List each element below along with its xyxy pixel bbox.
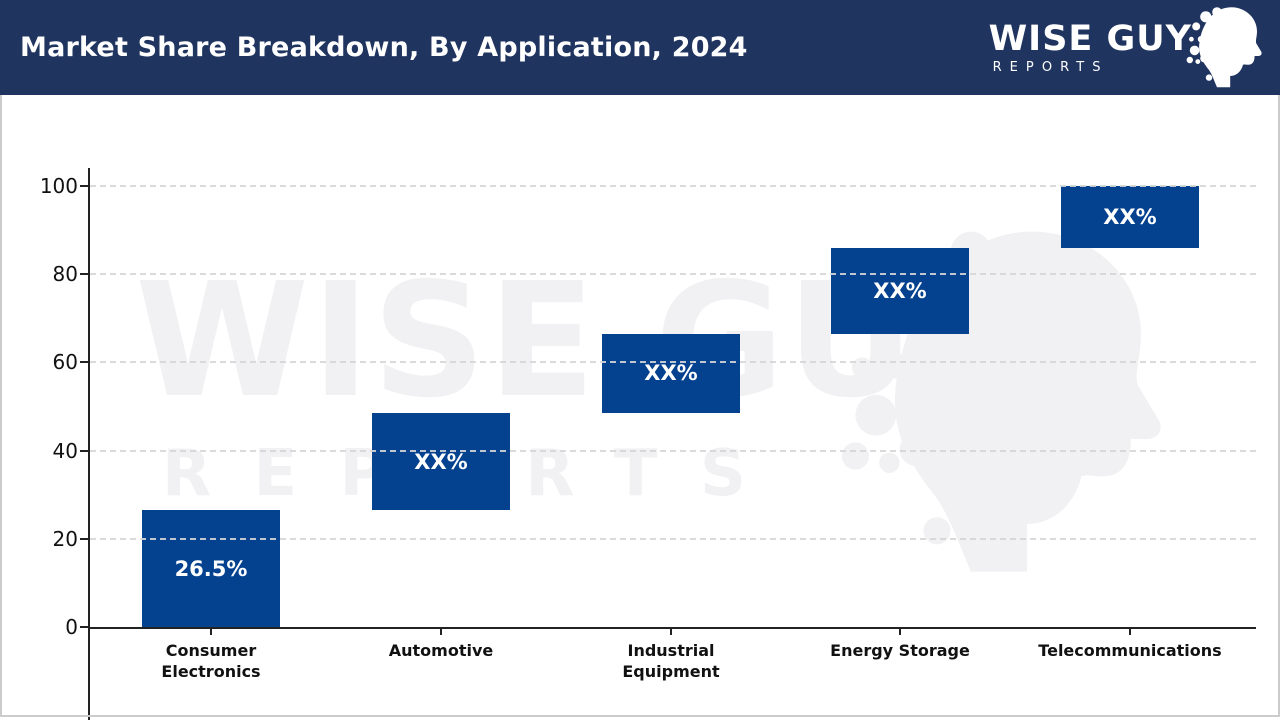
bar-value-label-telecommunications: XX% [1103, 204, 1157, 229]
x-category-label-telecommunications: Telecommunications [1020, 641, 1240, 662]
logo-head-icon [1186, 6, 1262, 87]
gridline-40 [90, 449, 1256, 452]
y-axis-spine [88, 168, 90, 720]
gridline-20 [90, 537, 1256, 540]
y-tick-label-60: 60 [52, 350, 78, 375]
y-tick-mark-60 [80, 361, 88, 364]
x-tick-mark-energy-storage [899, 627, 901, 635]
x-category-label-line: Electronics [161, 661, 261, 681]
x-axis-spine [88, 627, 1256, 629]
y-tick-label-20: 20 [52, 526, 78, 551]
x-category-label-line: Consumer [165, 641, 257, 660]
plot-area: 0 20 40 60 80 100 26.5% Consumer Electronics XX% A… [0, 95, 1280, 720]
x-tick-mark-industrial-equipment [670, 627, 672, 635]
bar-energy-storage [831, 247, 969, 334]
bar-automotive [372, 413, 510, 511]
bar-value-label-automotive: XX% [414, 449, 468, 474]
bar-telecommunications [1061, 186, 1199, 248]
x-category-label-automotive: Automotive [331, 641, 551, 662]
gridline-80 [90, 273, 1256, 276]
logo-text: WISE GUY REPORTS [988, 18, 1192, 75]
y-tick-mark-100 [80, 185, 88, 187]
y-tick-mark-20 [80, 537, 88, 540]
page-border-right [1278, 95, 1280, 717]
bar-value-label-industrial-equipment: XX% [644, 361, 698, 386]
y-tick-label-80: 80 [52, 262, 78, 287]
bar-value-label-energy-storage: XX% [873, 278, 927, 303]
bar-consumer-electronics [142, 510, 280, 627]
x-category-label-line: Automotive [388, 641, 494, 660]
x-tick-mark-telecommunications [1129, 627, 1131, 635]
x-category-label-consumer-electronics: Consumer Electronics [101, 641, 321, 683]
x-tick-mark-automotive [440, 627, 442, 635]
bar-value-label-consumer-electronics: 26.5% [174, 556, 248, 581]
x-category-label-line: Energy Storage [830, 641, 970, 660]
y-tick-mark-0 [80, 626, 88, 628]
gridline-60 [90, 361, 1256, 364]
x-category-label-line: Industrial [627, 641, 715, 660]
bar-industrial-equipment [602, 333, 740, 414]
page-title: Market Share Breakdown, By Application, … [20, 32, 748, 63]
logo-secondary-text: REPORTS [992, 59, 1109, 75]
y-tick-mark-40 [80, 449, 88, 452]
y-tick-label-0: 0 [65, 615, 78, 639]
x-category-label-line: Telecommunications [1038, 641, 1222, 660]
y-tick-label-40: 40 [52, 438, 78, 463]
gridline-100 [90, 185, 1256, 187]
page-border-left [0, 95, 2, 717]
page-border-bottom [0, 715, 1280, 717]
header-bar: Market Share Breakdown, By Application, … [0, 0, 1280, 95]
x-category-label-industrial-equipment: Industrial Equipment [561, 641, 781, 683]
wise-guy-logo: WISE GUY REPORTS [989, 4, 1266, 92]
x-tick-mark-consumer-electronics [210, 627, 212, 635]
x-category-label-energy-storage: Energy Storage [790, 641, 1010, 662]
x-category-label-line: Equipment [622, 661, 720, 681]
y-tick-mark-80 [80, 273, 88, 276]
logo-primary-text: WISE GUY [988, 18, 1192, 59]
y-tick-label-100: 100 [39, 174, 78, 198]
